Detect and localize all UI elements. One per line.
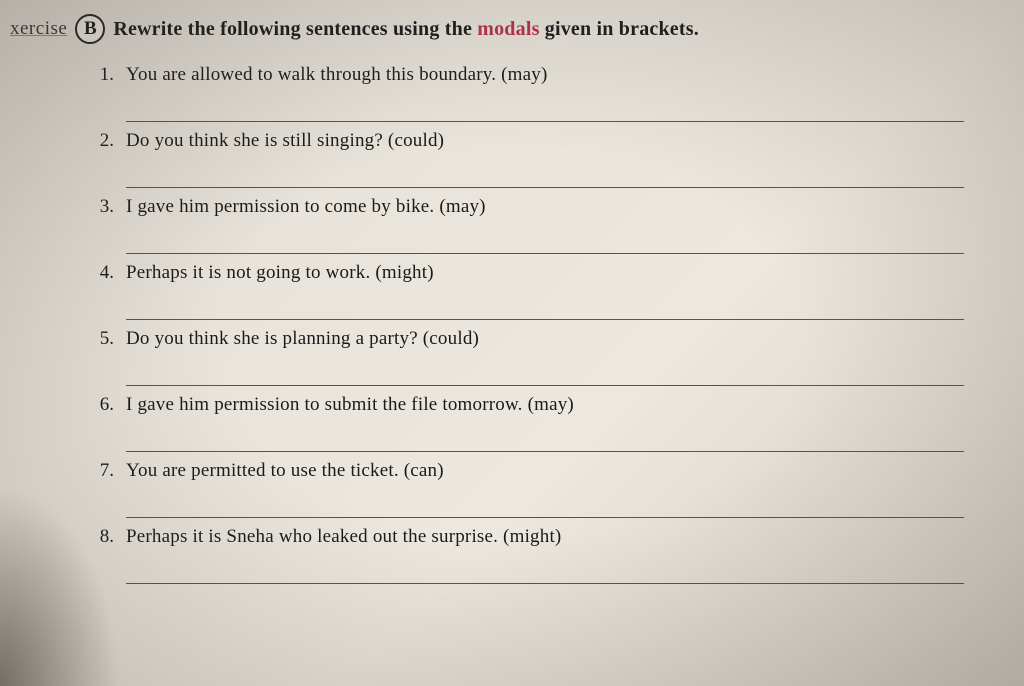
answer-blank-line[interactable] xyxy=(126,488,964,518)
question-text: You are permitted to use the ticket. (ca… xyxy=(126,460,444,482)
question-text: I gave him permission to submit the file… xyxy=(126,394,574,416)
instruction-post: given in brackets. xyxy=(540,18,699,40)
answer-blank-line[interactable] xyxy=(126,224,964,254)
question-row: 6. I gave him permission to submit the f… xyxy=(92,394,974,416)
question-number: 6. xyxy=(92,394,114,416)
worksheet-page: xercise B Rewrite the following sentence… xyxy=(0,0,1024,602)
question-item: 7. You are permitted to use the ticket. … xyxy=(92,460,974,518)
answer-blank-line[interactable] xyxy=(126,554,964,584)
question-item: 2. Do you think she is still singing? (c… xyxy=(92,130,974,188)
question-row: 1. You are allowed to walk through this … xyxy=(92,64,974,86)
question-text: You are allowed to walk through this bou… xyxy=(126,64,547,86)
question-row: 7. You are permitted to use the ticket. … xyxy=(92,460,974,482)
question-number: 3. xyxy=(92,196,114,218)
question-number: 5. xyxy=(92,328,114,350)
question-list: 1. You are allowed to walk through this … xyxy=(92,64,974,584)
instruction-pre: Rewrite the following sentences using th… xyxy=(113,18,477,40)
exercise-label: xercise xyxy=(10,18,67,40)
instruction-modal-word: modals xyxy=(477,18,539,40)
question-item: 8. Perhaps it is Sneha who leaked out th… xyxy=(92,526,974,584)
question-item: 4. Perhaps it is not going to work. (mig… xyxy=(92,262,974,320)
answer-blank-line[interactable] xyxy=(126,356,964,386)
question-row: 5. Do you think she is planning a party?… xyxy=(92,328,974,350)
question-text: I gave him permission to come by bike. (… xyxy=(126,196,486,218)
question-text: Do you think she is planning a party? (c… xyxy=(126,328,479,350)
question-text: Do you think she is still singing? (coul… xyxy=(126,130,444,152)
question-text: Perhaps it is not going to work. (might) xyxy=(126,262,434,284)
question-number: 4. xyxy=(92,262,114,284)
answer-blank-line[interactable] xyxy=(126,290,964,320)
question-row: 3. I gave him permission to come by bike… xyxy=(92,196,974,218)
answer-blank-line[interactable] xyxy=(126,92,964,122)
question-number: 2. xyxy=(92,130,114,152)
question-number: 1. xyxy=(92,64,114,86)
instruction-text: Rewrite the following sentences using th… xyxy=(113,18,699,41)
question-row: 8. Perhaps it is Sneha who leaked out th… xyxy=(92,526,974,548)
question-number: 8. xyxy=(92,526,114,548)
question-text: Perhaps it is Sneha who leaked out the s… xyxy=(126,526,561,548)
question-row: 4. Perhaps it is not going to work. (mig… xyxy=(92,262,974,284)
answer-blank-line[interactable] xyxy=(126,158,964,188)
question-item: 3. I gave him permission to come by bike… xyxy=(92,196,974,254)
question-item: 5. Do you think she is planning a party?… xyxy=(92,328,974,386)
exercise-badge: B xyxy=(75,14,105,44)
question-row: 2. Do you think she is still singing? (c… xyxy=(92,130,974,152)
exercise-header: xercise B Rewrite the following sentence… xyxy=(10,14,994,44)
question-item: 6. I gave him permission to submit the f… xyxy=(92,394,974,452)
question-item: 1. You are allowed to walk through this … xyxy=(92,64,974,122)
question-number: 7. xyxy=(92,460,114,482)
answer-blank-line[interactable] xyxy=(126,422,964,452)
